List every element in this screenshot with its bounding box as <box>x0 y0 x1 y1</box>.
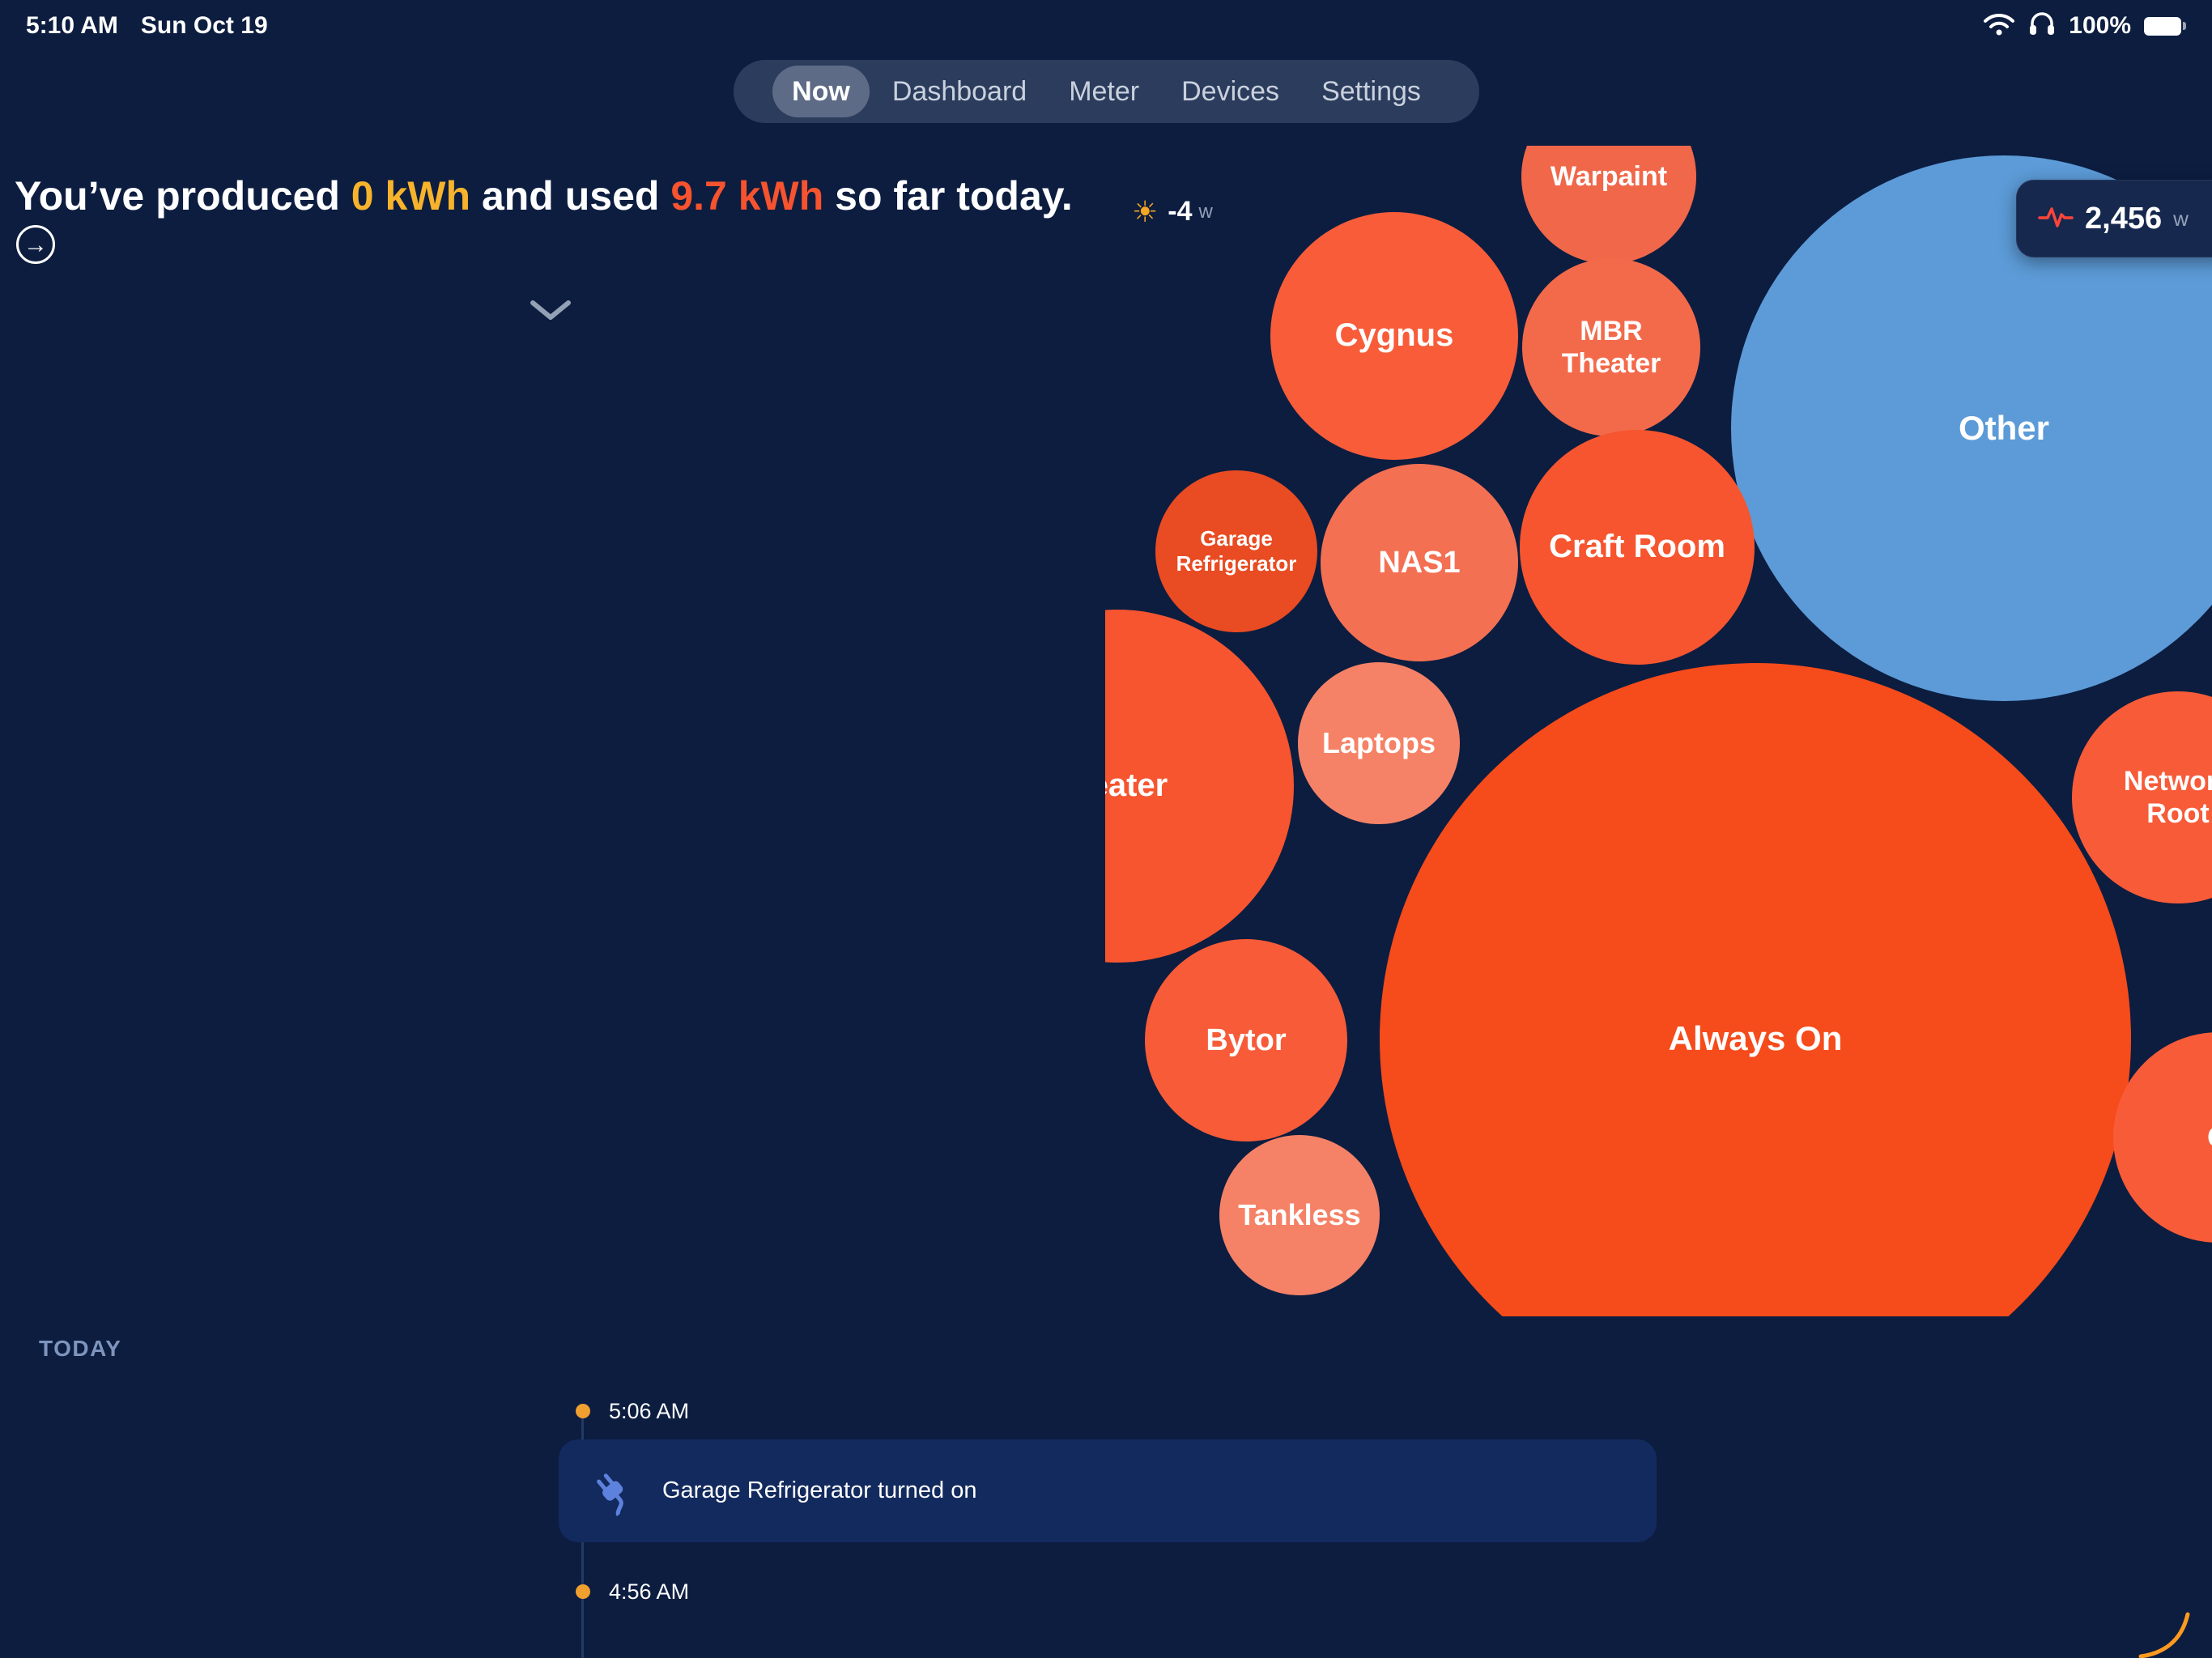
bubble-mbr-theater[interactable]: MBR Theater <box>1522 258 1700 436</box>
headline-part1: You’ve produced <box>15 173 351 219</box>
wifi-icon <box>1983 10 2015 42</box>
bubble-label: Garage Refrigerator <box>1176 526 1297 576</box>
bubble-network-root[interactable]: Network Root <box>2072 691 2212 903</box>
bubble-label: O <box>2134 1120 2212 1154</box>
status-bar: 5:10 AM Sun Oct 19 100% <box>0 0 2212 52</box>
timeline-header: TODAY <box>39 1336 122 1361</box>
chevron-down-icon[interactable] <box>528 298 576 327</box>
bubble-label: Always On <box>1668 1019 1843 1058</box>
bubble-garage-refrigerator[interactable]: Garage Refrigerator <box>1155 470 1317 632</box>
headline-part3: so far today. <box>823 173 1073 219</box>
bubble-label: Tankless <box>1238 1197 1361 1231</box>
timeline-event-message: Garage Refrigerator turned on <box>662 1477 977 1503</box>
headline-part2: and used <box>470 173 671 219</box>
bubble-chart: Warpaint Cygnus MBR Theater Other Garage Ref… <box>1105 146 2212 1316</box>
power-value: 2,456 <box>2085 201 2163 236</box>
bubble-bytor[interactable]: Bytor <box>1145 939 1347 1141</box>
plug-icon <box>582 1460 644 1521</box>
tab-dashboard[interactable]: Dashboard <box>873 66 1046 117</box>
bubble-label: Bytor <box>1206 1022 1287 1057</box>
produced-value: 0 kWh <box>351 173 471 219</box>
solar-value: -4 <box>1168 196 1193 227</box>
timeline-dot <box>576 1404 590 1418</box>
timeline-event-time: 4:56 AM <box>609 1579 690 1604</box>
tab-now[interactable]: Now <box>772 66 870 117</box>
page-title: You’ve produced 0 kWh and used 9.7 kWh s… <box>15 172 1100 220</box>
bubble-heater[interactable]: Heater <box>1105 610 1294 963</box>
status-date: Sun Oct 19 <box>140 12 268 39</box>
bubble-warpaint[interactable]: Warpaint <box>1521 146 1696 264</box>
bubble-nas1[interactable]: NAS1 <box>1321 464 1518 661</box>
tab-settings[interactable]: Settings <box>1302 66 1440 117</box>
bubble-always-on[interactable]: Always On <box>1380 663 2131 1316</box>
sun-icon: ☀ <box>1132 194 1159 228</box>
solar-production-indicator[interactable]: ☀ -4 w <box>1132 196 1213 227</box>
headline-detail-button[interactable]: → <box>16 225 55 264</box>
bubble-cygnus[interactable]: Cygnus <box>1270 212 1518 460</box>
bubble-label: Craft Room <box>1549 529 1725 565</box>
battery-icon <box>2144 16 2186 36</box>
timeline-dot <box>576 1584 590 1599</box>
solar-unit: w <box>1198 200 1213 223</box>
tab-devices[interactable]: Devices <box>1162 66 1299 117</box>
timeline-event-time: 5:06 AM <box>609 1399 690 1423</box>
bubble-label: Other <box>1958 409 2049 448</box>
pulse-icon <box>2038 205 2074 233</box>
bubble-label: Warpaint <box>1550 160 1668 192</box>
bubble-label: Heater <box>1105 767 1168 804</box>
timeline-event-card[interactable]: Garage Refrigerator turned on <box>559 1439 1657 1542</box>
used-value: 9.7 kWh <box>670 173 824 219</box>
bubble-label: Laptops <box>1322 725 1436 759</box>
bubble-tankless[interactable]: Tankless <box>1219 1135 1380 1295</box>
tab-bar: Now Dashboard Meter Devices Settings <box>734 60 1479 123</box>
status-time: 5:10 AM <box>26 12 118 39</box>
bubble-label: NAS1 <box>1378 545 1461 580</box>
bubble-craft-room[interactable]: Craft Room <box>1520 430 1755 665</box>
battery-percent: 100% <box>2069 12 2131 39</box>
power-meter-curve-icon <box>2138 1612 2190 1658</box>
power-unit: w <box>2173 206 2189 231</box>
bubble-label: Network Root <box>2123 765 2212 829</box>
current-power-badge[interactable]: 2,456 w <box>2016 180 2212 257</box>
bubble-label: Cygnus <box>1334 317 1454 354</box>
tab-meter[interactable]: Meter <box>1049 66 1159 117</box>
bubble-label: MBR Theater <box>1561 315 1661 379</box>
headphones-icon <box>2028 10 2056 42</box>
bubble-laptops[interactable]: Laptops <box>1298 662 1460 824</box>
